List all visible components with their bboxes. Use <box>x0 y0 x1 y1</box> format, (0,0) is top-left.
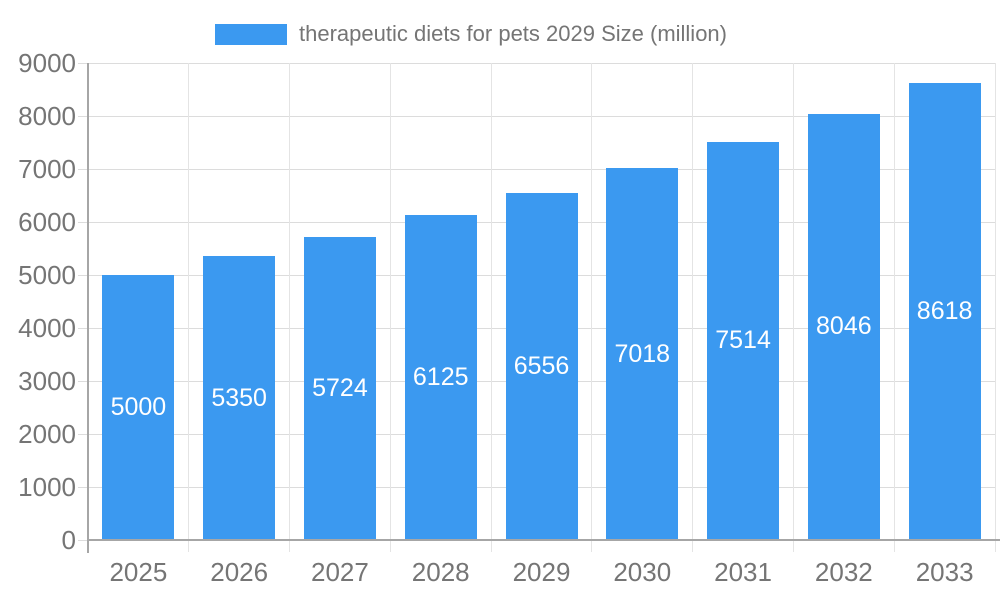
gridline-y-8000 <box>78 115 995 117</box>
bar-value-label: 6125 <box>412 363 469 392</box>
bar-value-label: 7018 <box>614 339 671 368</box>
bar-value-label: 5350 <box>211 383 267 412</box>
gridline-x-1 <box>188 63 190 552</box>
bar-value-label: 6556 <box>513 351 570 380</box>
bar-2031[interactable]: 7514 <box>707 141 780 540</box>
bar-2028[interactable]: 6125 <box>404 215 477 540</box>
bar-value-label: 8046 <box>816 312 872 341</box>
y-axis-label-9000: 9000 <box>18 48 76 78</box>
y-axis-line <box>87 63 89 553</box>
bar-2030[interactable]: 7018 <box>606 168 679 540</box>
tick-y-0 <box>78 539 88 541</box>
x-axis-label-2025: 2025 <box>109 557 168 587</box>
y-axis-label-1000: 1000 <box>18 472 76 502</box>
bar-2027[interactable]: 5724 <box>303 236 376 540</box>
y-axis-label-5000: 5000 <box>18 260 76 290</box>
bar-2025[interactable]: 5000 <box>102 275 175 540</box>
x-axis-label-2028: 2028 <box>411 557 470 587</box>
y-axis-label-3000: 3000 <box>18 366 76 396</box>
gridline-x-7 <box>792 63 794 552</box>
x-axis-label-2029: 2029 <box>512 557 571 587</box>
x-axis-label-2031: 2031 <box>714 557 772 587</box>
legend-swatch-icon <box>215 23 287 45</box>
y-axis-label-4000: 4000 <box>18 313 76 343</box>
gridline-x-9 <box>994 63 996 552</box>
legend-label: therapeutic diets for pets 2029 Size (mi… <box>299 21 727 46</box>
bar-value-label: 7514 <box>715 326 771 355</box>
bar-value-label: 5000 <box>110 393 167 421</box>
gridline-x-5 <box>591 63 593 552</box>
gridline-x-6 <box>692 63 694 552</box>
y-axis-label-6000: 6000 <box>18 207 76 237</box>
legend-item[interactable]: therapeutic diets for pets 2029 Size (mi… <box>215 21 727 46</box>
y-axis-label-8000: 8000 <box>18 101 76 131</box>
bar-2033[interactable]: 8618 <box>908 83 981 540</box>
y-axis-label-7000: 7000 <box>18 154 76 184</box>
gridline-y-9000 <box>78 62 995 64</box>
x-axis-label-2033: 2033 <box>915 557 974 587</box>
x-axis-label-2026: 2026 <box>210 557 269 587</box>
bar-value-label: 8618 <box>916 297 973 326</box>
gridline-x-4 <box>490 63 492 552</box>
x-axis-label-2032: 2032 <box>814 557 873 587</box>
y-axis-label-0: 0 <box>61 525 76 555</box>
gridline-x-3 <box>389 63 391 552</box>
x-axis-label-2027: 2027 <box>311 557 369 587</box>
gridline-y-7000 <box>78 168 995 170</box>
bar-2026[interactable]: 5350 <box>203 256 276 540</box>
gridline-x-2 <box>289 63 291 552</box>
x-axis-line <box>88 539 1000 541</box>
bar-value-label: 5724 <box>312 373 368 402</box>
bar-2029[interactable]: 6556 <box>505 192 578 540</box>
gridline-x-8 <box>893 63 895 552</box>
y-axis-label-2000: 2000 <box>18 419 76 449</box>
bar-2032[interactable]: 8046 <box>807 113 880 540</box>
x-axis-label-2030: 2030 <box>613 557 672 587</box>
